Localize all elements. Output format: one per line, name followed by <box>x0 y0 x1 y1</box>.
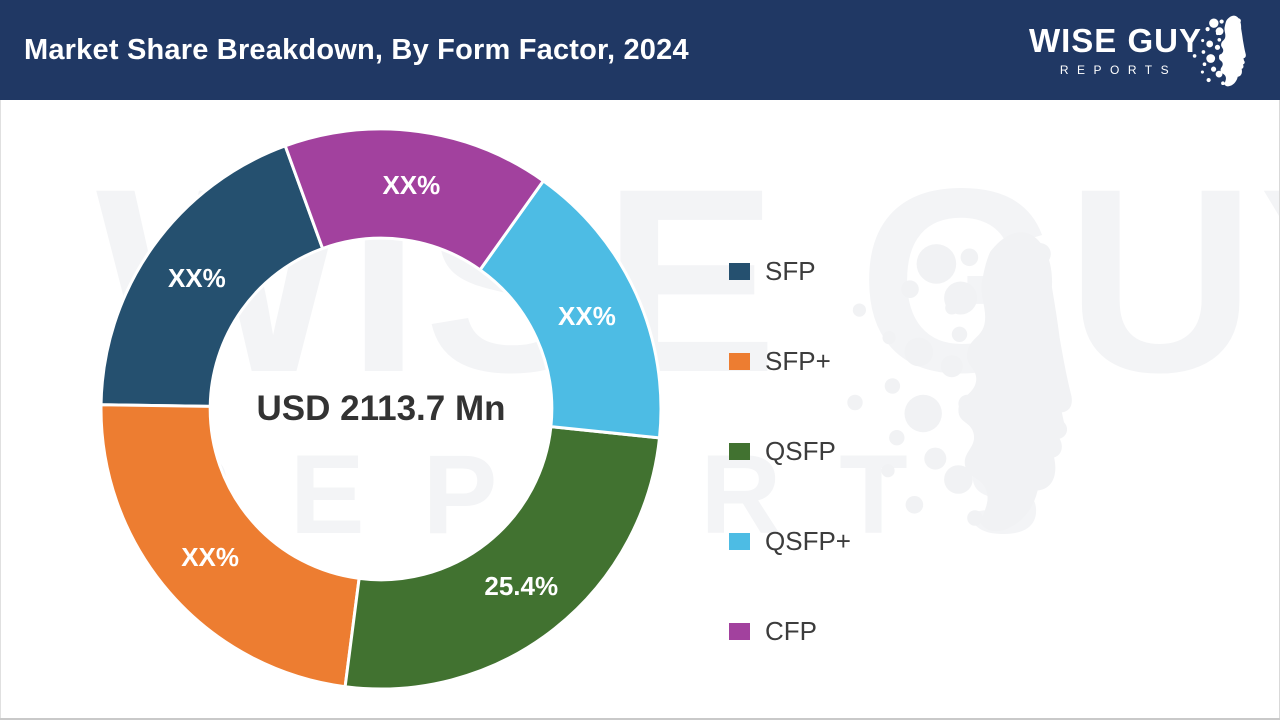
segment-label-qsfp-plus: XX% <box>558 301 616 331</box>
logo-subtitle: REPORTS <box>1059 63 1178 77</box>
donut-segment-qsfp <box>343 425 662 691</box>
legend-swatch-qsfp-plus <box>729 532 750 550</box>
header: Market Share Breakdown, By Form Factor, … <box>0 0 1280 100</box>
logo-text: WISE GUY REPORTS <box>1029 22 1202 77</box>
donut-segment-qsfp-plus <box>478 179 663 440</box>
logo-face-icon <box>1192 10 1270 94</box>
page-title: Market Share Breakdown, By Form Factor, … <box>24 34 689 66</box>
wise-guy-logo: WISE GUY REPORTS <box>1024 6 1264 96</box>
legend-swatch-cfp <box>729 622 750 640</box>
legend-item-sfp: SFP <box>729 256 851 286</box>
legend-swatch-sfp <box>729 262 750 280</box>
segment-label-sfp: XX% <box>168 263 226 293</box>
chart-area: WISE GUY REPORTS XX%XX%25.4%XX%XX% USD 2… <box>0 100 1280 718</box>
legend-label-qsfp: QSFP <box>765 436 836 466</box>
donut-segment-sfp <box>99 144 325 408</box>
legend-label-sfp: SFP <box>765 256 816 286</box>
watermark-face-icon <box>844 210 1174 562</box>
legend-label-sfp-plus: SFP+ <box>765 346 831 376</box>
donut-segment-cfp <box>283 127 545 272</box>
segment-label-sfp-plus: XX% <box>181 542 239 572</box>
legend-swatch-qsfp <box>729 442 750 460</box>
donut-chart: XX% XX% 25.4% XX% XX% <box>99 127 663 691</box>
legend-label-cfp: CFP <box>765 616 817 646</box>
legend-label-qsfp-plus: QSFP+ <box>765 526 851 556</box>
legend-item-qsfp: QSFP <box>729 436 851 466</box>
legend-swatch-sfp-plus <box>729 352 750 370</box>
chart-legend: SFP SFP+ QSFP QSFP+ CFP <box>729 256 851 646</box>
legend-item-sfp-plus: SFP+ <box>729 346 851 376</box>
donut-segment-sfp-plus <box>99 403 361 689</box>
legend-item-cfp: CFP <box>729 616 851 646</box>
legend-item-qsfp-plus: QSFP+ <box>729 526 851 556</box>
segment-label-cfp: XX% <box>382 170 440 200</box>
segment-label-qsfp: 25.4% <box>484 571 558 601</box>
chart-center-total: USD 2113.7 Mn <box>256 389 506 428</box>
logo-wordmark: WISE GUY <box>1028 22 1202 59</box>
